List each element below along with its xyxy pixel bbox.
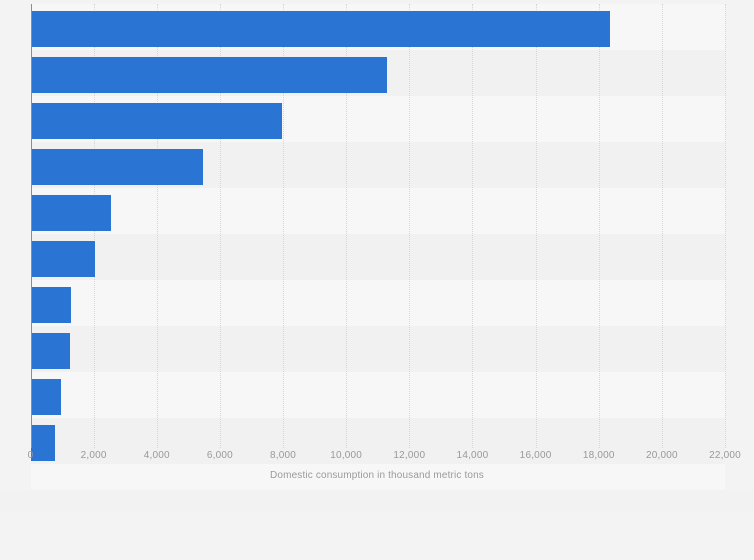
- row-band: [30, 418, 725, 464]
- x-tick-label: 22,000: [709, 450, 741, 461]
- gridline: [535, 4, 538, 448]
- x-tick-label: 2,000: [80, 450, 107, 461]
- x-axis-title: Domestic consumption in thousand metric …: [270, 470, 484, 481]
- bar[interactable]: [30, 149, 203, 185]
- gridline: [472, 4, 474, 448]
- x-tick-label: 6,000: [206, 450, 233, 461]
- gridline: [219, 4, 222, 448]
- bar[interactable]: [30, 57, 387, 93]
- x-tick-label: 0: [27, 450, 34, 461]
- x-tick-label: 4,000: [143, 450, 170, 461]
- x-tick-label: 8,000: [270, 450, 297, 461]
- x-tick-label: 12,000: [393, 450, 426, 461]
- row-band: [30, 372, 725, 418]
- gridline: [346, 4, 348, 448]
- x-tick-label: 10,000: [330, 450, 363, 461]
- bar[interactable]: [30, 103, 282, 139]
- bar[interactable]: [30, 287, 71, 323]
- x-tick-label: 14,000: [456, 450, 489, 461]
- bar[interactable]: [30, 425, 56, 461]
- x-tick-label: 20,000: [645, 450, 678, 461]
- row-band: [30, 234, 725, 280]
- gridline: [409, 4, 411, 448]
- gridline: [661, 4, 664, 448]
- bar[interactable]: [30, 241, 96, 277]
- bar[interactable]: [30, 11, 610, 47]
- row-band: [30, 326, 725, 372]
- row-band: [30, 188, 725, 234]
- gridline: [725, 4, 727, 448]
- plot-area: [30, 4, 727, 510]
- bar[interactable]: [30, 379, 61, 415]
- x-tick-label: 16,000: [519, 450, 552, 461]
- footer-band-lower: [0, 512, 754, 560]
- x-tick-label: 18,000: [582, 450, 615, 461]
- gridline: [283, 4, 285, 448]
- gridline: [156, 4, 159, 448]
- y-axis-line: [30, 4, 32, 448]
- x-axis-tick-labels: 0 2,000 4,000 6,000 8,000 10,000 12,000 14,000 1…: [0, 450, 754, 466]
- gridline: [598, 4, 601, 448]
- bar[interactable]: [30, 195, 111, 231]
- row-band: [30, 280, 725, 326]
- footer-band-upper: [0, 490, 754, 512]
- bar[interactable]: [30, 333, 71, 369]
